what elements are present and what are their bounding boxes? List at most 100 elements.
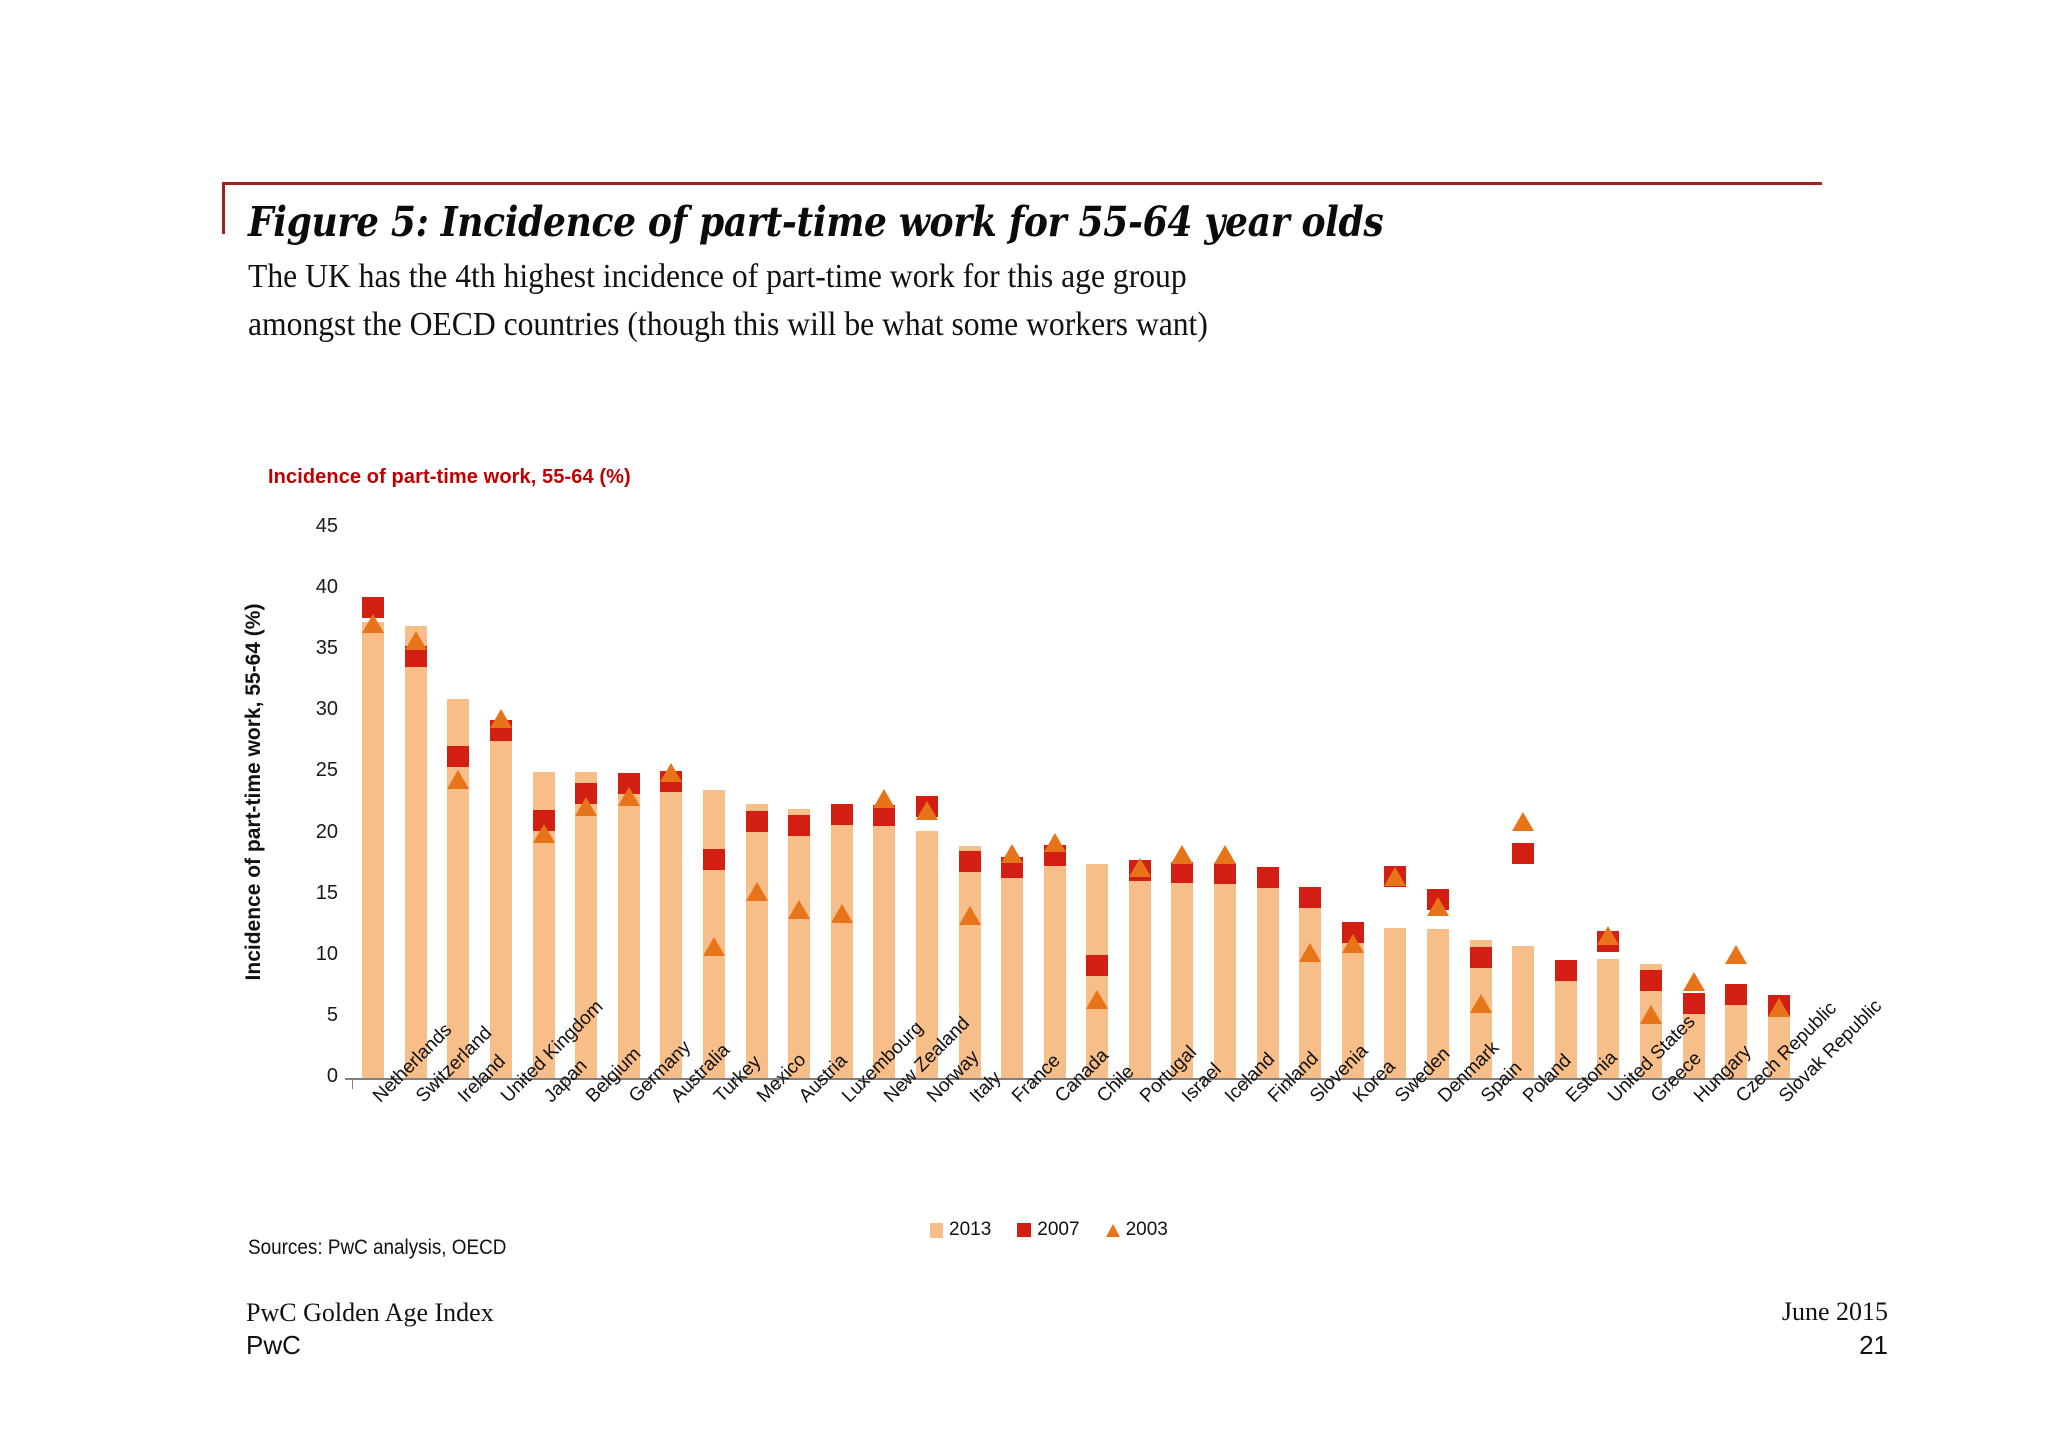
x-axis-tick-mark xyxy=(565,1080,566,1089)
bar-2013 xyxy=(1639,964,1662,1078)
marker-2007 xyxy=(1001,857,1024,879)
legend-bar-swatch-icon xyxy=(930,1222,943,1238)
x-axis-category-label: Denmark xyxy=(1434,1037,1504,1107)
x-axis-category-label: Italy xyxy=(965,1067,1006,1107)
marker-2003 xyxy=(1384,866,1407,886)
bar-2013 xyxy=(703,789,725,1078)
x-axis-tick-mark xyxy=(608,1080,609,1089)
x-axis-category-label: Greece xyxy=(1646,1047,1706,1107)
marker-2003 xyxy=(1639,1004,1662,1024)
bar-2013 xyxy=(1171,880,1194,1078)
x-axis-tick-mark xyxy=(650,1080,651,1089)
x-axis-category-label: New Zealand xyxy=(880,1012,975,1107)
bar-2013 xyxy=(1725,992,1748,1078)
footer-brand: PwC xyxy=(246,1330,301,1360)
marker-2007 xyxy=(1299,886,1322,908)
bar-2013 xyxy=(1384,927,1407,1078)
marker-2007 xyxy=(1469,946,1492,968)
y-axis-tick-mark xyxy=(345,1078,353,1080)
y-axis-tick-label: 10 xyxy=(315,942,338,965)
marker-2003 xyxy=(915,800,938,820)
y-axis-tick-label: 20 xyxy=(315,820,338,843)
x-axis-line xyxy=(352,1078,1800,1080)
marker-2007 xyxy=(1384,865,1407,887)
x-axis-category-label: Estonia xyxy=(1561,1047,1622,1107)
bar-2013 xyxy=(575,772,598,1078)
x-axis-category-label: Iceland xyxy=(1221,1048,1280,1107)
marker-2007 xyxy=(1171,862,1194,884)
marker-2007 xyxy=(660,770,683,792)
x-axis-category-label: Austria xyxy=(795,1050,852,1107)
x-axis-tick-mark xyxy=(1672,1080,1673,1089)
bar-2013 xyxy=(447,699,470,1078)
y-axis-title: Incidence of part-time work, 55-64 (%) xyxy=(242,603,265,981)
chart-heading: Incidence of part-time work, 55-64 (%) xyxy=(268,466,631,488)
bar-2013 xyxy=(1256,877,1279,1078)
marker-2003 xyxy=(1043,832,1066,852)
marker-2003 xyxy=(1171,844,1194,864)
x-axis-tick-mark xyxy=(1800,1080,1801,1089)
marker-2007 xyxy=(1767,995,1790,1017)
x-axis-tick-mark xyxy=(1161,1080,1162,1089)
marker-2003 xyxy=(1341,934,1364,954)
marker-2003 xyxy=(660,762,683,782)
marker-2003 xyxy=(1001,843,1024,863)
legend-label-2007: 2007 xyxy=(1037,1219,1080,1240)
x-axis-tick-mark xyxy=(693,1080,694,1089)
marker-2007 xyxy=(1043,845,1066,867)
marker-2003 xyxy=(1725,945,1748,965)
x-axis-category-label: Australia xyxy=(667,1039,735,1107)
x-axis-tick-mark xyxy=(1119,1080,1120,1089)
marker-2003 xyxy=(617,787,640,807)
x-axis-tick-mark xyxy=(395,1080,396,1089)
marker-2003 xyxy=(1597,925,1620,945)
bar-2013 xyxy=(1299,897,1322,1078)
bar-2013 xyxy=(532,772,555,1078)
x-axis-category-label: Israel xyxy=(1178,1059,1227,1107)
x-axis-category-label: Belgium xyxy=(582,1043,646,1107)
x-axis-category-label: United States xyxy=(1604,1011,1700,1107)
x-axis-category-label: Chile xyxy=(1093,1061,1139,1107)
x-axis-category-label: Germany xyxy=(624,1036,695,1107)
x-axis-category-label: Turkey xyxy=(710,1051,766,1107)
marker-2007 xyxy=(958,851,981,873)
x-axis-category-label: Netherlands xyxy=(369,1019,457,1107)
bar-2013 xyxy=(1128,872,1151,1078)
y-axis-tick-label: 5 xyxy=(326,1003,338,1026)
x-axis-tick-mark xyxy=(1374,1080,1375,1089)
title-rule-horizontal xyxy=(222,182,1822,185)
marker-2007 xyxy=(617,772,640,794)
legend-item-2013: 2013 xyxy=(930,1219,991,1241)
marker-2007 xyxy=(1554,959,1577,981)
x-axis-tick-mark xyxy=(735,1080,736,1089)
marker-2003 xyxy=(362,613,385,633)
x-axis-tick-mark xyxy=(1332,1080,1333,1089)
x-axis-tick-mark xyxy=(863,1080,864,1089)
x-axis-tick-mark xyxy=(1204,1080,1205,1089)
legend-label-2013: 2013 xyxy=(949,1219,992,1240)
x-axis-tick-mark xyxy=(1757,1080,1758,1089)
x-axis-tick-mark xyxy=(522,1080,523,1089)
bar-2013 xyxy=(490,735,513,1078)
marker-2007 xyxy=(1427,889,1449,911)
figure-subtitle-line-2: amongst the OECD countries (though this … xyxy=(248,306,1208,344)
x-axis-category-label: Sweden xyxy=(1391,1043,1455,1107)
marker-2003 xyxy=(830,903,853,923)
marker-2003 xyxy=(788,899,811,919)
marker-2007 xyxy=(703,848,725,870)
bar-2013 xyxy=(788,809,811,1078)
bar-2013 xyxy=(1427,928,1449,1078)
marker-2003 xyxy=(1427,897,1449,917)
marker-2007 xyxy=(1639,969,1662,991)
marker-2003 xyxy=(873,788,896,808)
bar-2013 xyxy=(1767,1008,1790,1078)
marker-2003 xyxy=(1512,811,1535,831)
x-axis-category-label: Spain xyxy=(1476,1057,1526,1107)
bar-2013 xyxy=(1469,939,1492,1078)
x-axis-tick-mark xyxy=(778,1080,779,1089)
marker-2007 xyxy=(1128,859,1151,881)
x-axis-category-label: Hungary xyxy=(1689,1041,1756,1107)
x-axis-category-label: Switzerland xyxy=(411,1022,497,1107)
legend-square-marker-icon xyxy=(1017,1223,1032,1237)
footer-document-title: PwC Golden Age Index xyxy=(246,1298,494,1327)
